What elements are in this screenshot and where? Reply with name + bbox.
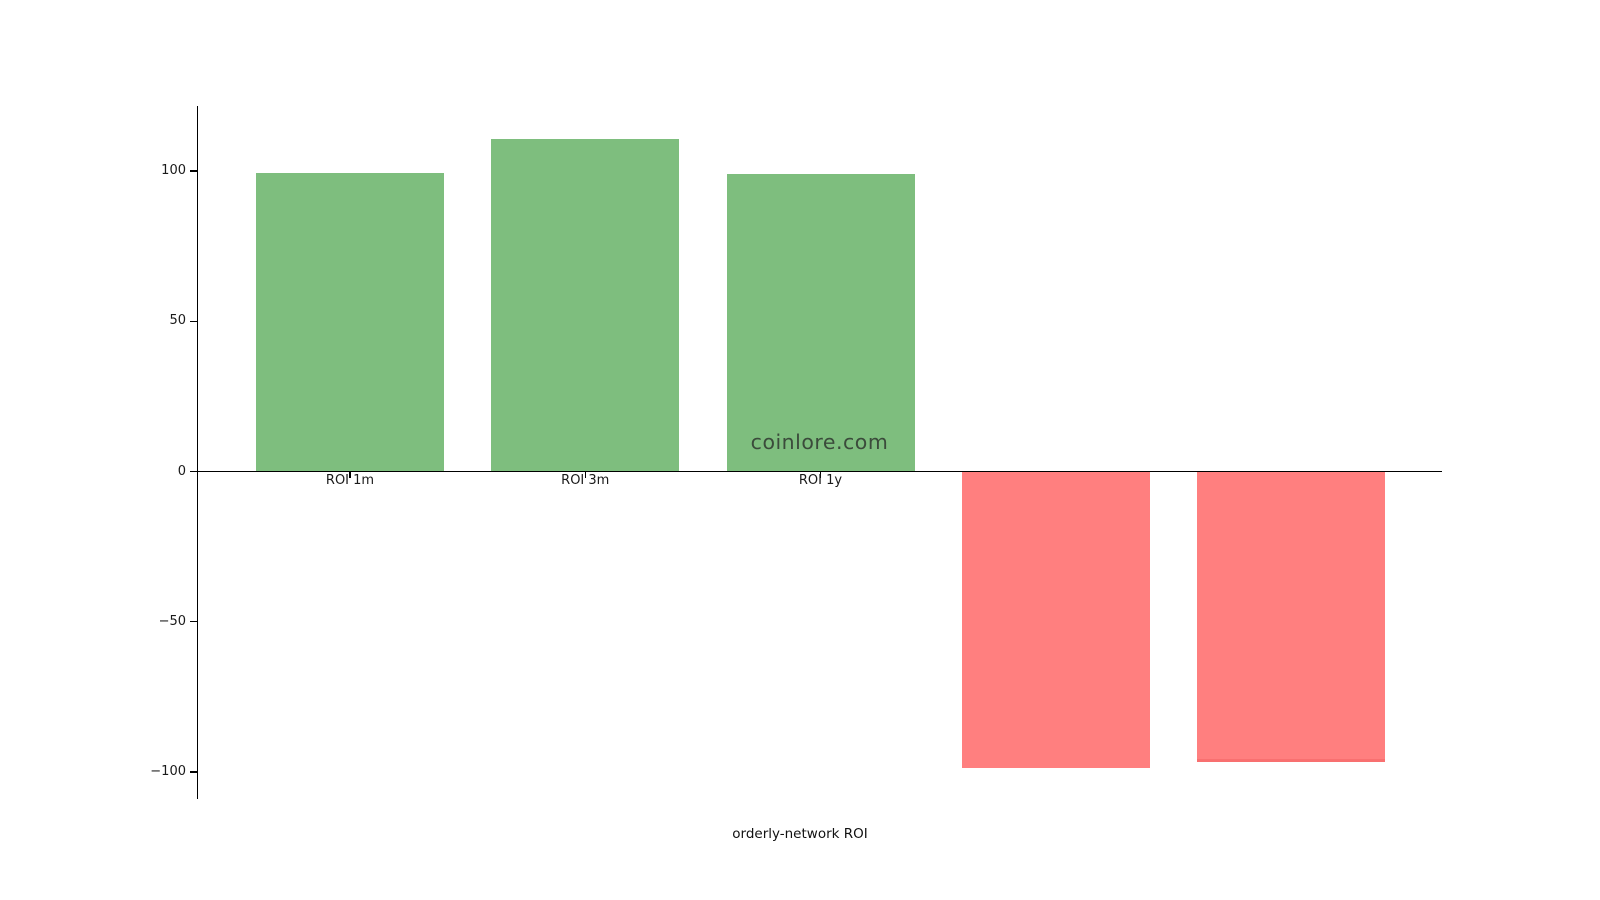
watermark: coinlore.com	[750, 430, 889, 454]
y-tick-mark	[190, 320, 197, 323]
x-axis-title: orderly-network ROI	[732, 826, 868, 842]
bar-roi-1y	[726, 174, 915, 472]
y-tick-label: −50	[158, 613, 186, 629]
bar-negative	[961, 471, 1150, 769]
x-tick-label: ROI 1y	[798, 473, 843, 488]
x-axis-zero-line	[196, 470, 1442, 472]
y-tick-label: −100	[150, 763, 186, 779]
y-axis-spine	[196, 106, 198, 799]
x-tick-label: ROI 1m	[325, 473, 375, 488]
y-tick-label: 100	[161, 163, 186, 179]
x-tick-mark	[349, 471, 351, 478]
bar-roi-3m	[491, 138, 680, 472]
bar-negative	[1197, 471, 1385, 762]
bar-roi-1m	[256, 172, 444, 472]
y-tick-mark	[190, 620, 197, 623]
y-tick-label: 50	[169, 313, 186, 329]
y-tick-label: 0	[177, 463, 186, 479]
y-tick-mark	[190, 771, 197, 773]
x-tick-label: ROI 3m	[561, 473, 610, 488]
bar-overlap-strip	[1197, 759, 1385, 762]
x-tick-mark	[819, 471, 822, 478]
y-tick-mark	[190, 470, 197, 473]
x-tick-mark	[584, 471, 586, 478]
y-tick-mark	[190, 170, 197, 172]
